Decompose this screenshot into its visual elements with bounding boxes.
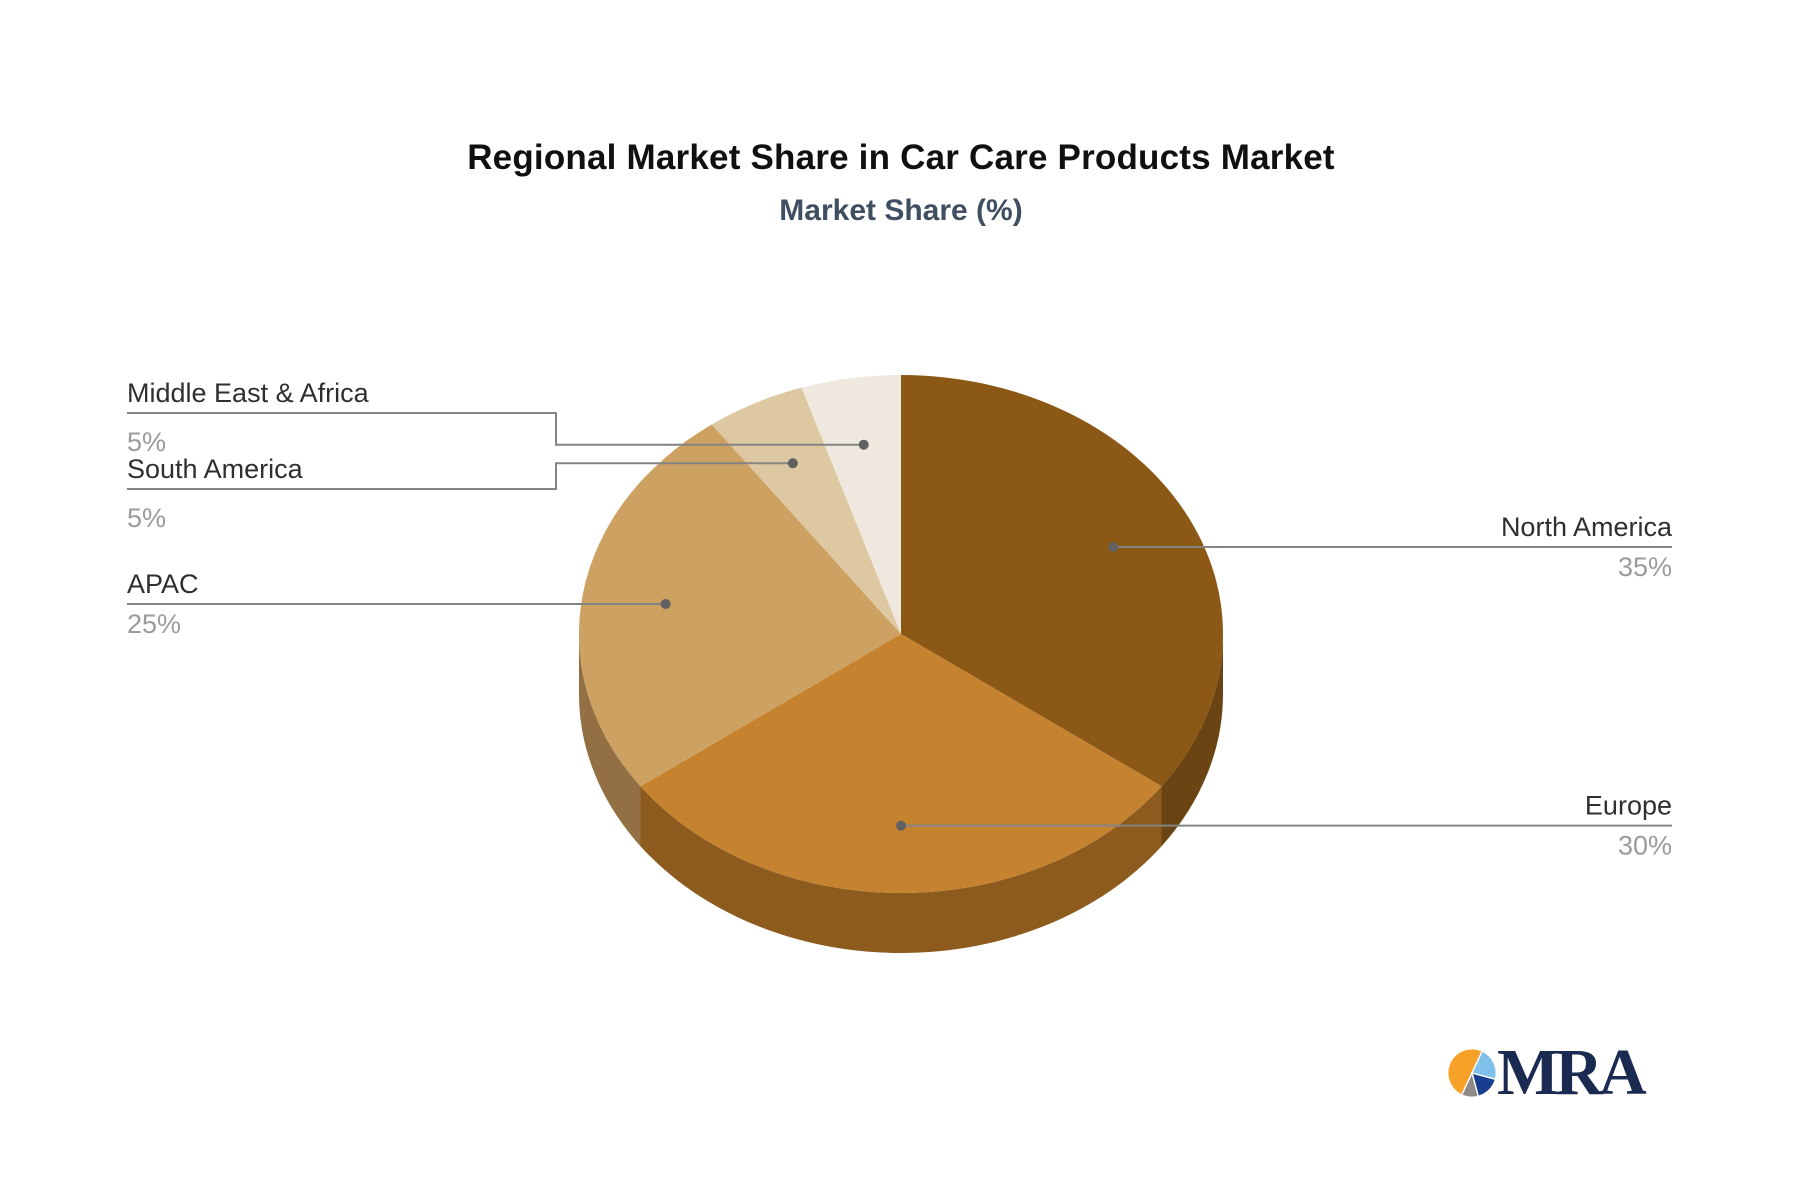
pie-slice-side-north-america [1161,634,1223,847]
slice-label-middle-east-africa: Middle East & Africa [127,378,370,408]
logo-pie-slice-gray [1460,1070,1480,1098]
pie-slice-north-america[interactable] [901,375,1223,787]
chart-subtitle: Market Share (%) [779,194,1023,227]
slice-value-europe: 30% [1618,831,1672,861]
slice-value-apac: 25% [127,609,181,639]
pie-slice-europe[interactable] [640,634,1162,894]
pie-slice-south-america[interactable] [711,387,901,634]
connector-dot-south-america [787,458,798,469]
connector-middle-east-africa [127,412,864,446]
slice-label-europe: Europe [1585,791,1672,821]
connector-dot-north-america [1108,541,1119,552]
mra-logo[interactable]: MRA [1444,1036,1647,1109]
chart-title: Regional Market Share in Car Care Produc… [467,138,1335,177]
slice-value-south-america: 5% [127,503,166,533]
pie-slice-middle-east-africa[interactable] [801,375,901,634]
connector-south-america [127,462,793,490]
slice-value-middle-east-africa: 5% [127,427,166,457]
slice-label-south-america: South America [127,454,304,484]
connector-dot-apac [660,599,671,610]
slice-label-north-america: North America [1501,512,1673,542]
pie-slice-side-apac [579,634,641,847]
slice-value-north-america: 35% [1618,552,1672,582]
connector-dot-europe [896,820,906,831]
mra-logo-pie-icon [1447,1048,1497,1098]
slice-label-apac: APAC [127,569,199,599]
connector-dot-middle-east-africa [858,439,869,450]
mra-logo-text: MRA [1497,1036,1647,1109]
pie-slice-side-europe [640,786,1162,953]
pie-slice-apac[interactable] [579,424,901,787]
logo-pie-slice-orange [1447,1048,1484,1096]
